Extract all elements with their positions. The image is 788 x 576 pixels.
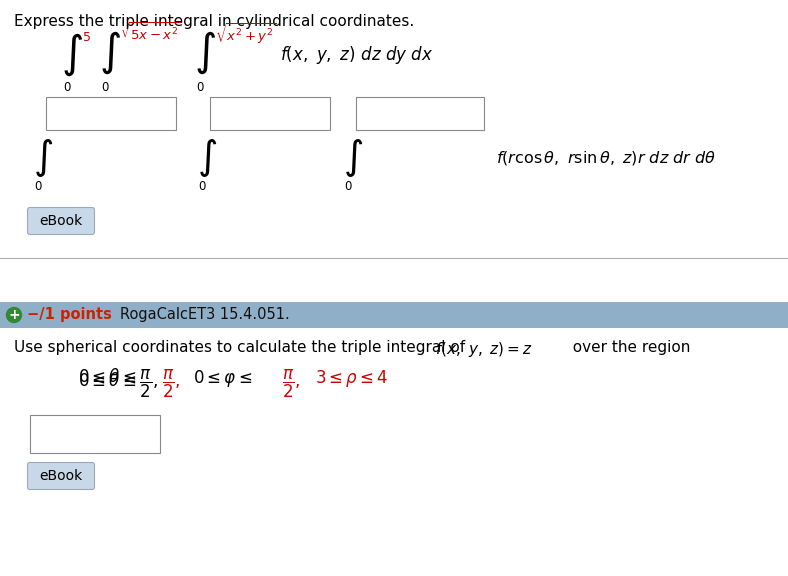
Text: 0: 0 [198, 180, 206, 193]
Text: $\int$: $\int$ [33, 137, 53, 179]
Text: $0 \leq \theta \leq$: $0 \leq \theta \leq$ [78, 368, 136, 386]
Text: $f(x,\ y,\ z) = z$: $f(x,\ y,\ z) = z$ [435, 340, 533, 359]
FancyBboxPatch shape [30, 415, 160, 453]
Text: Use spherical coordinates to calculate the triple integral of: Use spherical coordinates to calculate t… [14, 340, 470, 355]
FancyBboxPatch shape [28, 207, 95, 234]
FancyBboxPatch shape [356, 97, 484, 130]
Text: over the region: over the region [563, 340, 690, 355]
Text: $f(x,\ y,\ z)\ dz\ dy\ dx$: $f(x,\ y,\ z)\ dz\ dy\ dx$ [280, 44, 433, 66]
Text: Express the triple integral in cylindrical coordinates.: Express the triple integral in cylindric… [14, 14, 414, 29]
Text: $\int$: $\int$ [99, 30, 121, 76]
Text: $3 \leq \rho \leq 4$: $3 \leq \rho \leq 4$ [315, 368, 388, 389]
FancyBboxPatch shape [0, 302, 788, 328]
Text: $\sqrt{x^2+y^2}$: $\sqrt{x^2+y^2}$ [215, 22, 276, 46]
Text: $\dfrac{\pi}{2},$: $\dfrac{\pi}{2},$ [282, 368, 300, 400]
FancyBboxPatch shape [210, 97, 330, 130]
Text: eBook: eBook [39, 469, 83, 483]
Text: $0 \leq \varphi \leq$: $0 \leq \varphi \leq$ [193, 368, 252, 389]
Text: RogaCalcET3 15.4.051.: RogaCalcET3 15.4.051. [120, 308, 290, 323]
Text: 0: 0 [63, 81, 70, 94]
Text: 0: 0 [101, 81, 109, 94]
Text: $\int$: $\int$ [343, 137, 363, 179]
FancyBboxPatch shape [28, 463, 95, 490]
Circle shape [6, 308, 21, 323]
Text: $\int$: $\int$ [197, 137, 217, 179]
Text: $\sqrt{5x-x^2}$: $\sqrt{5x-x^2}$ [120, 22, 181, 43]
Text: $f(r\cos\theta,\ r\sin\theta,\ z)r\ dz\ dr\ d\theta$: $f(r\cos\theta,\ r\sin\theta,\ z)r\ dz\ … [496, 149, 716, 167]
Text: 5: 5 [83, 31, 91, 44]
FancyBboxPatch shape [46, 97, 176, 130]
Text: −/1 points: −/1 points [27, 308, 112, 323]
Text: 0: 0 [196, 81, 203, 94]
Text: $\int$: $\int$ [194, 30, 216, 76]
Text: $\int$: $\int$ [61, 32, 83, 78]
Text: eBook: eBook [39, 214, 83, 228]
Text: 0: 0 [344, 180, 351, 193]
Text: $0 \leq \theta \leq \dfrac{\pi}{2},$: $0 \leq \theta \leq \dfrac{\pi}{2},$ [78, 368, 158, 400]
Text: $\dfrac{\pi}{2},$: $\dfrac{\pi}{2},$ [162, 368, 180, 400]
Text: +: + [8, 308, 20, 322]
Text: 0: 0 [34, 180, 42, 193]
